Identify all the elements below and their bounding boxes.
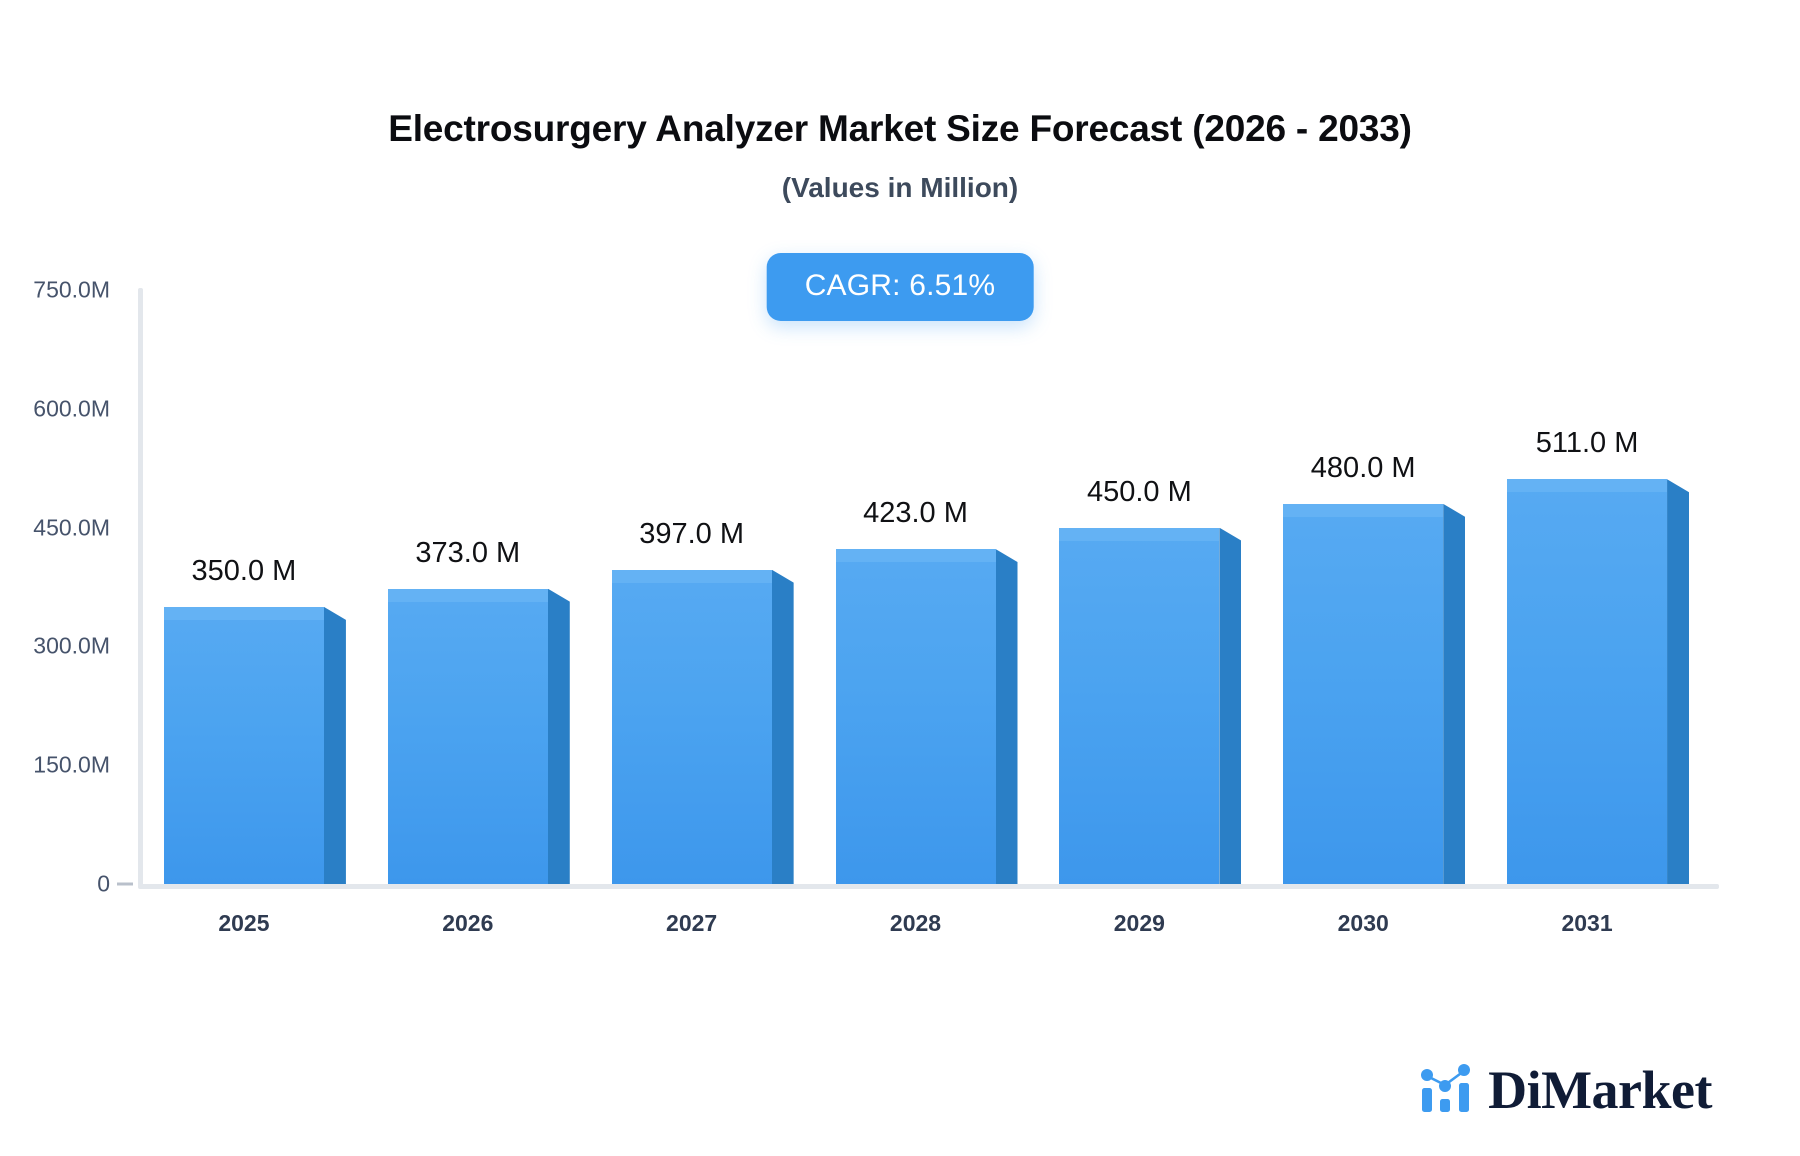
bar-front-face	[1059, 527, 1220, 884]
y-axis-tick-mark	[117, 882, 133, 886]
bar-value-label: 423.0 M	[863, 496, 968, 529]
x-axis-tick-label: 2028	[889, 910, 942, 936]
bar-top-face	[611, 569, 772, 583]
bar-column[interactable]	[1059, 527, 1242, 884]
bar-side-face	[995, 548, 1018, 884]
bar-top-face	[163, 606, 324, 620]
bar-value-label: 480.0 M	[1310, 451, 1416, 484]
bar-side-face	[323, 606, 346, 884]
bar-value-label: 373.0 M	[415, 536, 521, 569]
bar-value-label: 511.0 M	[1535, 427, 1639, 460]
bar-chart-icon	[1418, 1061, 1474, 1118]
y-axis-line	[138, 288, 143, 888]
y-axis-tick-label: 150.0M	[33, 751, 110, 778]
bar-column[interactable]	[1283, 503, 1466, 884]
bar-column[interactable]	[163, 606, 346, 884]
bar-value-label: 397.0 M	[639, 517, 745, 550]
x-axis-line	[138, 884, 1719, 889]
x-axis-tick-label: 2027	[666, 910, 718, 936]
bar-front-face	[1507, 479, 1668, 884]
bar-value-label: 450.0 M	[1086, 475, 1192, 508]
brand-logo: DiMarket	[1418, 1061, 1712, 1118]
bar-top-face	[1283, 503, 1444, 517]
bar-side-face	[771, 569, 794, 884]
cagr-badge: CAGR: 6.51%	[766, 253, 1034, 321]
bar-column[interactable]	[1507, 479, 1690, 884]
bar-side-face	[1443, 503, 1466, 884]
bar-column[interactable]	[611, 569, 794, 884]
y-axis-tick-label: 600.0M	[33, 395, 110, 422]
y-axis-tick-label: 450.0M	[33, 514, 110, 541]
bar-side-face	[1667, 479, 1690, 884]
bar-front-face	[1283, 503, 1444, 884]
bar-front-face	[163, 606, 324, 884]
chart-subtitle: (Values in Million)	[781, 172, 1019, 203]
bar-top-face	[835, 548, 996, 562]
bar-top-face	[1059, 527, 1220, 541]
bar-value-label: 350.0 M	[191, 554, 297, 587]
bar-column[interactable]	[835, 548, 1018, 884]
y-axis-tick-label: 300.0M	[33, 632, 110, 659]
bar-top-face	[387, 588, 548, 602]
y-axis-tick-label: 750.0M	[33, 276, 110, 303]
page-title: Electrosurgery Analyzer Market Size Fore…	[388, 108, 1412, 149]
x-axis-tick-label: 2030	[1337, 910, 1389, 936]
x-axis-tick-label: 2026	[442, 910, 494, 936]
bar-top-face	[1507, 479, 1668, 493]
logo-wordmark: DiMarket	[1488, 1059, 1712, 1120]
bar-front-face	[835, 548, 996, 884]
bar-side-face	[547, 588, 570, 884]
bar-column[interactable]	[387, 588, 570, 884]
bar-front-face	[387, 588, 548, 884]
x-axis-tick-label: 2029	[1113, 910, 1165, 936]
x-axis-tick-label: 2031	[1561, 910, 1613, 936]
bar-front-face	[611, 569, 772, 884]
bar-side-face	[1219, 527, 1242, 884]
x-axis-tick-label: 2025	[218, 910, 270, 936]
y-axis-tick-label: 0	[97, 870, 110, 897]
